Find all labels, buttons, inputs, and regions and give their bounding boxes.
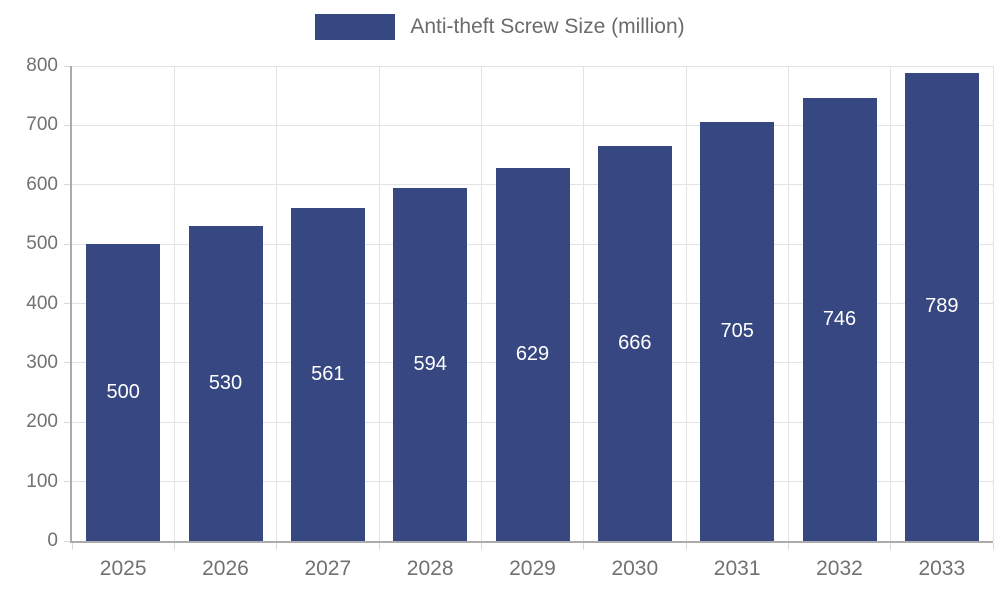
y-axis-label: 800 bbox=[26, 55, 58, 76]
legend-label: Anti-theft Screw Size (million) bbox=[410, 15, 685, 38]
y-axis-tick bbox=[64, 243, 70, 245]
y-axis-tick bbox=[64, 481, 70, 483]
y-axis-label: 500 bbox=[26, 233, 58, 255]
bar-value-label: 666 bbox=[618, 331, 652, 354]
gridline-v bbox=[378, 66, 380, 541]
gridline-v bbox=[583, 66, 585, 541]
legend[interactable]: Anti-theft Screw Size (million) bbox=[0, 14, 1000, 40]
x-axis-tick bbox=[787, 543, 789, 550]
bar-2030[interactable]: 666 bbox=[597, 145, 672, 541]
x-axis-tick bbox=[276, 543, 278, 550]
gridline-h bbox=[72, 124, 993, 126]
x-axis-label: 2033 bbox=[918, 557, 966, 580]
x-axis-tick bbox=[378, 543, 380, 550]
y-axis-tick bbox=[64, 124, 70, 126]
gridline-v bbox=[173, 66, 175, 541]
bar-value-label: 530 bbox=[208, 372, 243, 395]
y-axis-label: 100 bbox=[26, 470, 58, 492]
bar-value-label: 789 bbox=[925, 295, 959, 318]
y-axis-label: 200 bbox=[26, 411, 58, 433]
gridline-v bbox=[787, 66, 789, 541]
y-axis-label: 300 bbox=[26, 351, 58, 373]
gridline-h bbox=[72, 65, 993, 67]
x-axis-label: 2025 bbox=[99, 557, 147, 580]
bar-2025[interactable]: 500 bbox=[86, 244, 161, 541]
y-axis-tick bbox=[64, 65, 70, 67]
bar-value-label: 746 bbox=[822, 308, 857, 331]
gridline-v bbox=[992, 66, 994, 541]
x-axis-tick bbox=[71, 543, 73, 550]
x-axis-tick bbox=[992, 543, 994, 550]
x-axis-label: 2032 bbox=[816, 557, 863, 580]
x-axis-tick bbox=[890, 543, 892, 550]
x-axis-tick bbox=[583, 543, 585, 550]
bar-value-label: 561 bbox=[311, 362, 345, 385]
y-axis-label: 400 bbox=[26, 292, 58, 314]
x-axis-label: 2027 bbox=[304, 557, 352, 580]
y-axis-label: 700 bbox=[26, 114, 58, 136]
x-axis-label: 2030 bbox=[611, 557, 659, 580]
x-axis-label: 2029 bbox=[509, 557, 556, 580]
y-axis-label: 600 bbox=[26, 173, 58, 195]
bar-value-label: 705 bbox=[720, 320, 754, 343]
bar-value-label: 500 bbox=[106, 381, 140, 404]
plot-area: 0 100 200 300 400 500 600 700 800 500 2025 530 2026 5… bbox=[26, 55, 994, 580]
bar-2033[interactable]: 789 bbox=[904, 72, 979, 541]
y-axis-label: 0 bbox=[47, 530, 58, 551]
y-axis-tick bbox=[64, 184, 70, 186]
y-axis-tick bbox=[64, 303, 70, 304]
x-axis-tick bbox=[173, 543, 175, 550]
gridline-v bbox=[480, 66, 482, 541]
bar-2028[interactable]: 594 bbox=[393, 188, 468, 541]
x-axis-label: 2028 bbox=[406, 557, 454, 580]
gridline-v bbox=[685, 66, 687, 541]
x-axis-label: 2026 bbox=[202, 557, 249, 580]
x-axis-label: 2031 bbox=[713, 557, 761, 580]
gridline-v bbox=[890, 66, 892, 541]
y-axis-tick bbox=[64, 362, 70, 364]
bar-2031[interactable]: 705 bbox=[700, 122, 775, 541]
x-axis-line bbox=[70, 541, 993, 543]
bar-2032[interactable]: 746 bbox=[802, 98, 877, 541]
bar-2026[interactable]: 530 bbox=[188, 226, 263, 541]
y-axis-tick bbox=[64, 540, 70, 542]
gridline-v bbox=[276, 66, 278, 541]
bar-2027[interactable]: 561 bbox=[290, 207, 365, 541]
x-axis-tick bbox=[685, 543, 687, 550]
legend-swatch bbox=[315, 14, 396, 40]
y-axis-tick bbox=[64, 421, 70, 423]
y-axis-line bbox=[70, 66, 72, 543]
bar-value-label: 629 bbox=[515, 342, 550, 365]
bar-value-label: 594 bbox=[413, 353, 447, 376]
x-axis-tick bbox=[480, 543, 482, 550]
bar-2029[interactable]: 629 bbox=[495, 167, 570, 541]
